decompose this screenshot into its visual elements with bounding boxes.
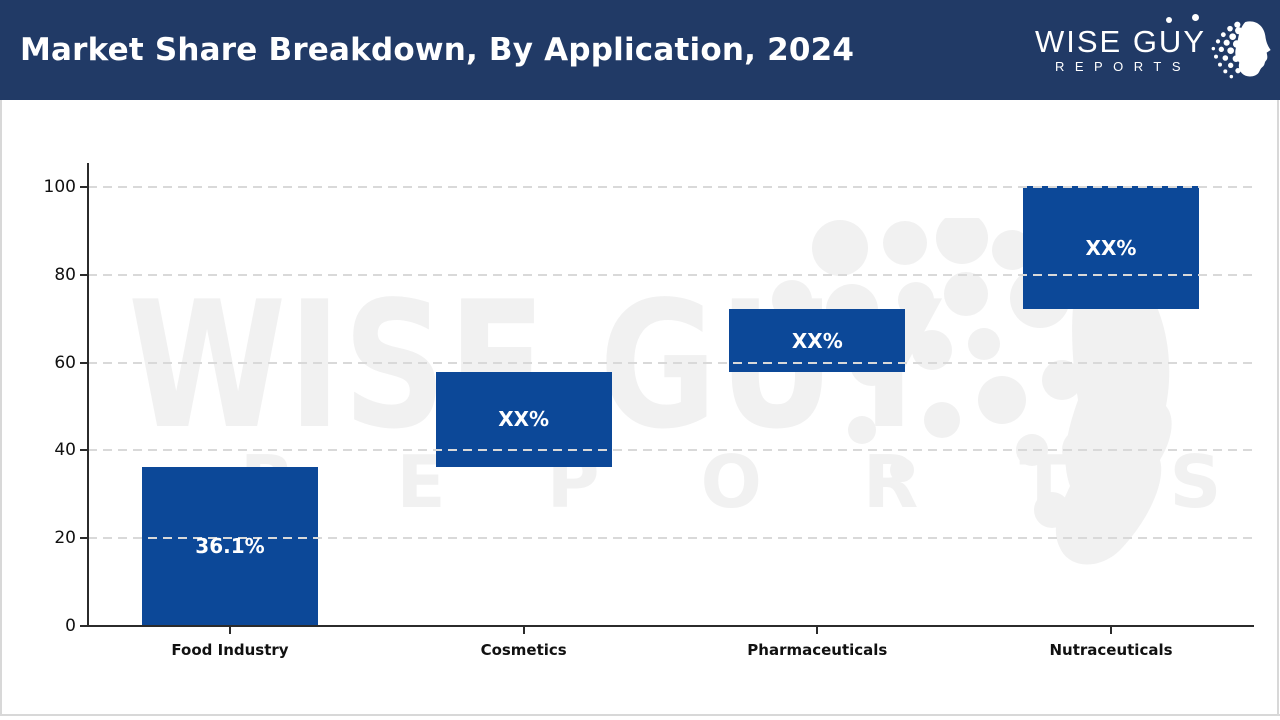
x-category-label-cosmetics: Cosmetics <box>480 641 567 659</box>
x-category-label-nutraceuticals: Nutraceuticals <box>1049 641 1173 659</box>
y-tick-label: 80 <box>54 264 76 285</box>
x-tick-mark <box>1110 627 1112 634</box>
y-tick-label: 0 <box>65 616 76 636</box>
logo-line2: REPORTS <box>1054 59 1192 75</box>
logo-line1: WISE GUY <box>1034 23 1206 59</box>
y-tick-mark <box>80 625 87 627</box>
x-tick-mark <box>522 627 525 634</box>
y-tick-label: 20 <box>54 528 76 549</box>
bar-value-label-food-industry: 36.1% <box>195 533 265 558</box>
gridline-20 <box>88 537 1253 540</box>
x-tick-mark <box>816 627 819 634</box>
gridline-80 <box>88 273 1253 276</box>
frame-border-bottom <box>0 714 1280 716</box>
gridline-40 <box>88 449 1253 452</box>
bar-food-industry <box>142 466 318 625</box>
logo-face-icon <box>1211 21 1271 79</box>
y-tick-mark <box>80 361 87 364</box>
y-tick-mark <box>80 449 87 452</box>
frame-border-right <box>1277 100 1279 716</box>
gridline-60 <box>88 361 1253 364</box>
x-tick-mark <box>229 627 231 634</box>
bar-nutraceuticals <box>1023 186 1199 310</box>
header-bar: Market Share Breakdown, By Application, … <box>0 0 1280 100</box>
x-category-label-food-industry: Food Industry <box>171 641 289 659</box>
logo-accent-dot <box>1192 14 1199 21</box>
y-tick-mark <box>80 273 87 276</box>
y-tick-label: 60 <box>54 352 76 373</box>
x-category-label-pharmaceuticals: Pharmaceuticals <box>747 641 888 659</box>
brand-logo: WISE GUY REPORTS <box>1035 0 1272 100</box>
logo-wordmark: WISE GUY REPORTS <box>1034 23 1206 75</box>
logo-accent-dot <box>1166 17 1172 23</box>
bar-value-label-pharmaceuticals: XX% <box>791 328 843 353</box>
x-axis-spine <box>86 625 1254 627</box>
bar-value-label-nutraceuticals: XX% <box>1085 235 1137 260</box>
frame-border-left <box>0 100 2 716</box>
y-tick-label: 40 <box>54 440 76 461</box>
page-title: Market Share Breakdown, By Application, … <box>20 32 855 68</box>
bar-value-label-cosmetics: XX% <box>498 407 550 432</box>
y-tick-mark <box>80 537 87 540</box>
y-axis-spine <box>87 163 89 627</box>
gridline-100 <box>88 186 1253 188</box>
y-tick-mark <box>80 186 87 188</box>
y-tick-label: 100 <box>43 177 76 197</box>
